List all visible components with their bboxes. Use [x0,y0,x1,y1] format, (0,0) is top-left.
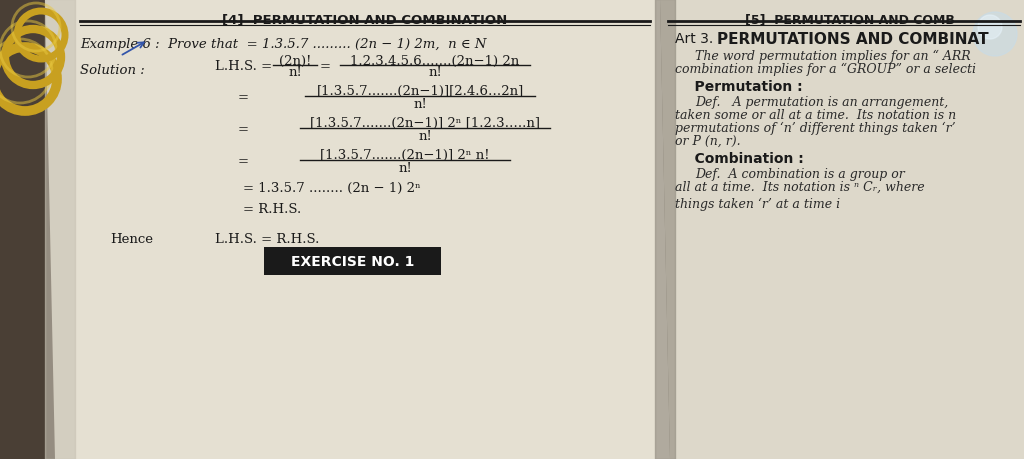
Text: Combination :: Combination : [675,151,804,166]
Text: [1.3.5.7.......(2n−1)] 2ⁿ [1.2.3…..n]: [1.3.5.7.......(2n−1)] 2ⁿ [1.2.3…..n] [310,116,540,129]
Text: permutations of ‘n’ different things taken ‘r’: permutations of ‘n’ different things tak… [675,122,955,135]
Text: The word permutation implies for an “ ARR: The word permutation implies for an “ AR… [695,50,971,63]
Text: (2n)!: (2n)! [279,54,311,67]
Text: n!: n! [418,130,432,143]
Text: =: = [238,123,249,136]
Text: =: = [319,61,331,73]
Text: Solution :: Solution : [80,64,144,77]
Text: Permutation :: Permutation : [675,80,803,94]
Text: n!: n! [288,67,302,79]
Text: n!: n! [413,98,427,111]
Polygon shape [45,0,670,459]
Text: =: = [238,155,249,168]
Text: Art 3.: Art 3. [675,32,718,46]
Text: [1.3.5.7.......(2n−1)][2.4.6…2n]: [1.3.5.7.......(2n−1)][2.4.6…2n] [316,84,523,97]
Text: = R.H.S.: = R.H.S. [243,203,301,216]
Text: [4]  PERMUTATION AND COMBINATION: [4] PERMUTATION AND COMBINATION [222,13,508,26]
Circle shape [973,13,1017,57]
Text: EXERCISE NO. 1: EXERCISE NO. 1 [291,254,414,269]
Polygon shape [660,0,1024,459]
Text: = 1.3.5.7 ........ (2n − 1) 2ⁿ: = 1.3.5.7 ........ (2n − 1) 2ⁿ [243,181,421,194]
Text: Def.  A combination is a group or: Def. A combination is a group or [695,168,905,180]
Text: [1.3.5.7.......(2n−1)] 2ⁿ n!: [1.3.5.7.......(2n−1)] 2ⁿ n! [321,148,489,161]
Text: or P (n, r).: or P (n, r). [675,134,740,148]
Text: taken some or all at a time.  Its notation is n: taken some or all at a time. Its notatio… [675,109,956,122]
Bar [655,0,675,459]
Text: Def.   A permutation is an arrangement,: Def. A permutation is an arrangement, [695,96,948,109]
Text: Hence: Hence [110,233,153,246]
Text: L.H.S. =: L.H.S. = [215,61,272,73]
Text: n!: n! [398,162,412,175]
Text: =: = [238,91,249,104]
Text: all at a time.  Its notation is ⁿ Cᵣ, where: all at a time. Its notation is ⁿ Cᵣ, whe… [675,180,925,194]
Circle shape [978,16,1002,40]
Text: 1.2.3.4.5.6.......(2n−1) 2n: 1.2.3.4.5.6.......(2n−1) 2n [350,54,519,67]
Text: things taken ‘r’ at a time i: things taken ‘r’ at a time i [675,197,840,211]
Text: L.H.S. = R.H.S.: L.H.S. = R.H.S. [215,233,319,246]
Text: Example 6 :  Prove that  = 1.3.5.7 ......... (2n − 1) 2m,  n ∈ N: Example 6 : Prove that = 1.3.5.7 .......… [80,38,486,51]
Text: combination implies for a “GROUP” or a selecti: combination implies for a “GROUP” or a s… [675,63,976,76]
Text: n!: n! [428,67,442,79]
Text: PERMUTATIONS AND COMBINAT: PERMUTATIONS AND COMBINAT [717,32,988,47]
Text: [5]  PERMUTATION AND COMB: [5] PERMUTATION AND COMB [745,13,955,26]
Bar [45,0,75,459]
FancyBboxPatch shape [264,247,441,275]
